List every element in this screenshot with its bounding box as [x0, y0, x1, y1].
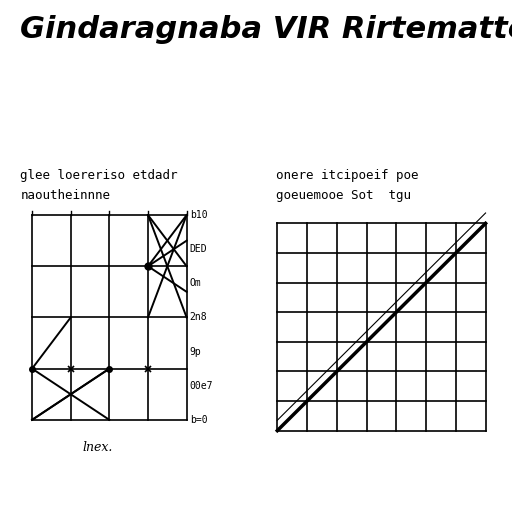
Text: DED: DED [190, 244, 207, 254]
Text: 9p: 9p [190, 347, 202, 356]
Text: Gindaragnaba VIR Rirtemattord: Gindaragnaba VIR Rirtemattord [20, 15, 512, 45]
Text: goeuemooe Sot  tgu: goeuemooe Sot tgu [276, 189, 412, 202]
Text: b=0: b=0 [190, 415, 207, 425]
Text: Om: Om [190, 279, 202, 288]
Text: naoutheinnne: naoutheinnne [20, 189, 111, 202]
Text: lnex.: lnex. [82, 441, 113, 454]
Text: onere itcipoeif poe: onere itcipoeif poe [276, 169, 419, 182]
Text: glee loereriso etdadr: glee loereriso etdadr [20, 169, 178, 182]
Text: 00e7: 00e7 [190, 381, 213, 391]
Text: 2n8: 2n8 [190, 312, 207, 323]
Text: b10: b10 [190, 210, 207, 220]
